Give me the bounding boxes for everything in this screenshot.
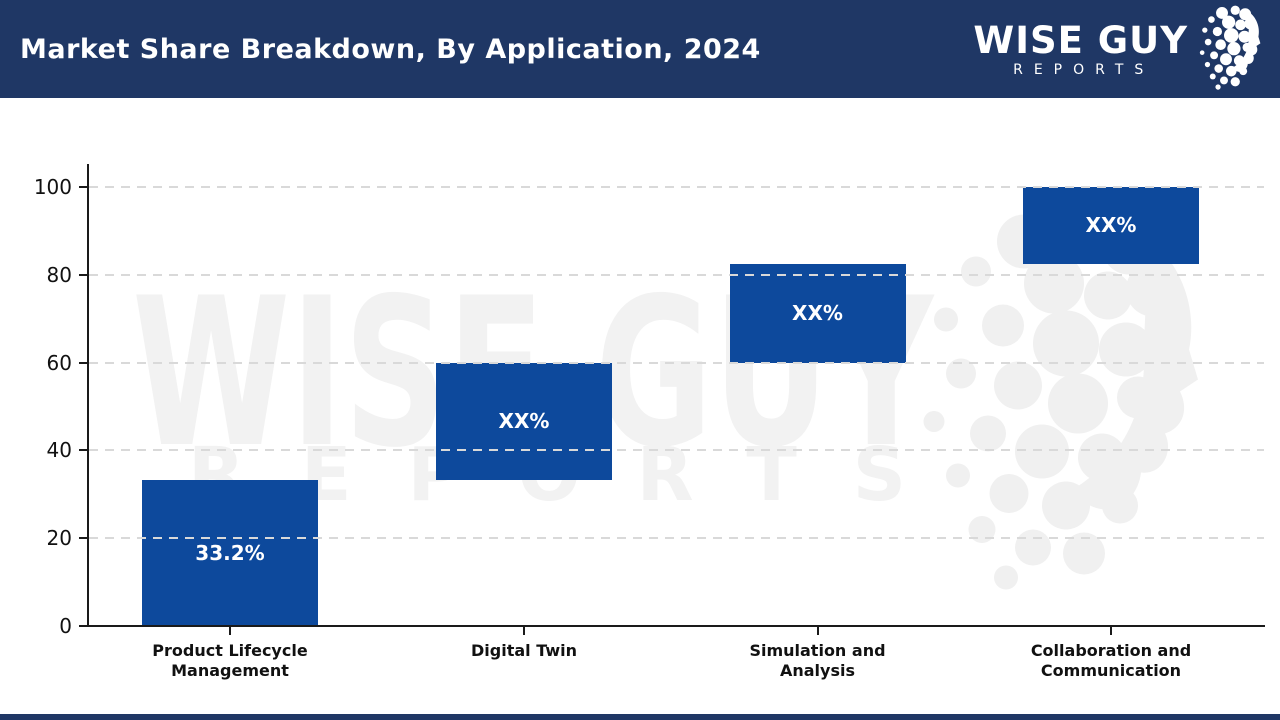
watermark-face-dots-icon [923,208,1198,590]
bar-segment: XX% [729,263,906,363]
gridline-40 [89,449,1264,452]
x-axis-line [87,625,1265,627]
y-tick-label-80: 80 [46,262,72,287]
category-label-line: Collaboration and [1030,641,1192,660]
y-tick-60 [79,361,87,364]
brand-subtitle: REPORTS [1013,61,1155,78]
gridline-60 [89,361,1264,364]
bar-segment: XX% [1023,187,1199,264]
y-tick-label-0: 0 [59,614,72,638]
bar-value-label: XX% [1085,213,1137,238]
y-tick-20 [79,537,87,540]
category-label-line: Simulation and [749,641,886,660]
gridline-20 [89,537,1264,540]
brand-logo-text: WISE GUY REPORTS [973,22,1188,77]
footer-bar [0,714,1280,720]
x-tick-2 [816,627,819,635]
category-label-line: Digital Twin [470,641,577,660]
bar-value-label: XX% [498,409,550,434]
bar-value-label: 33.2% [195,541,265,566]
brand-logo: WISE GUY REPORTS [973,5,1280,93]
y-tick-0 [79,625,87,627]
y-tick-label-100: 100 [33,175,72,199]
bar-segment: 33.2% [142,480,318,626]
header-bar: Market Share Breakdown, By Application, … [0,0,1280,98]
y-tick-label-60: 60 [46,350,72,375]
category-label: Digital Twin [374,641,674,661]
gridline-80 [89,273,1264,276]
y-tick-100 [79,186,87,188]
y-tick-label-20: 20 [46,526,72,551]
chart-title: Market Share Breakdown, By Application, … [20,33,761,65]
brand-face-dots-icon [1199,5,1261,90]
bar-segment: XX% [436,362,612,481]
y-axis-line [87,164,89,627]
category-label: Simulation and Analysis [668,641,968,681]
category-label: Product Lifecycle Management [80,641,380,681]
gridline-100 [89,186,1264,188]
category-label-line: Management [171,661,289,680]
x-tick-3 [1110,627,1112,635]
y-tick-label-40: 40 [46,438,72,463]
bar-value-label: XX% [792,301,843,326]
y-tick-80 [79,273,87,276]
category-label: Collaboration and Communication [961,641,1261,681]
category-label-line: Product Lifecycle [152,641,308,660]
category-label-line: Communication [1040,661,1182,680]
brand-name: WISE GUY [973,18,1188,62]
x-tick-0 [229,627,231,635]
x-tick-1 [523,627,525,635]
category-label-line: Analysis [779,661,855,680]
y-tick-40 [79,449,87,452]
